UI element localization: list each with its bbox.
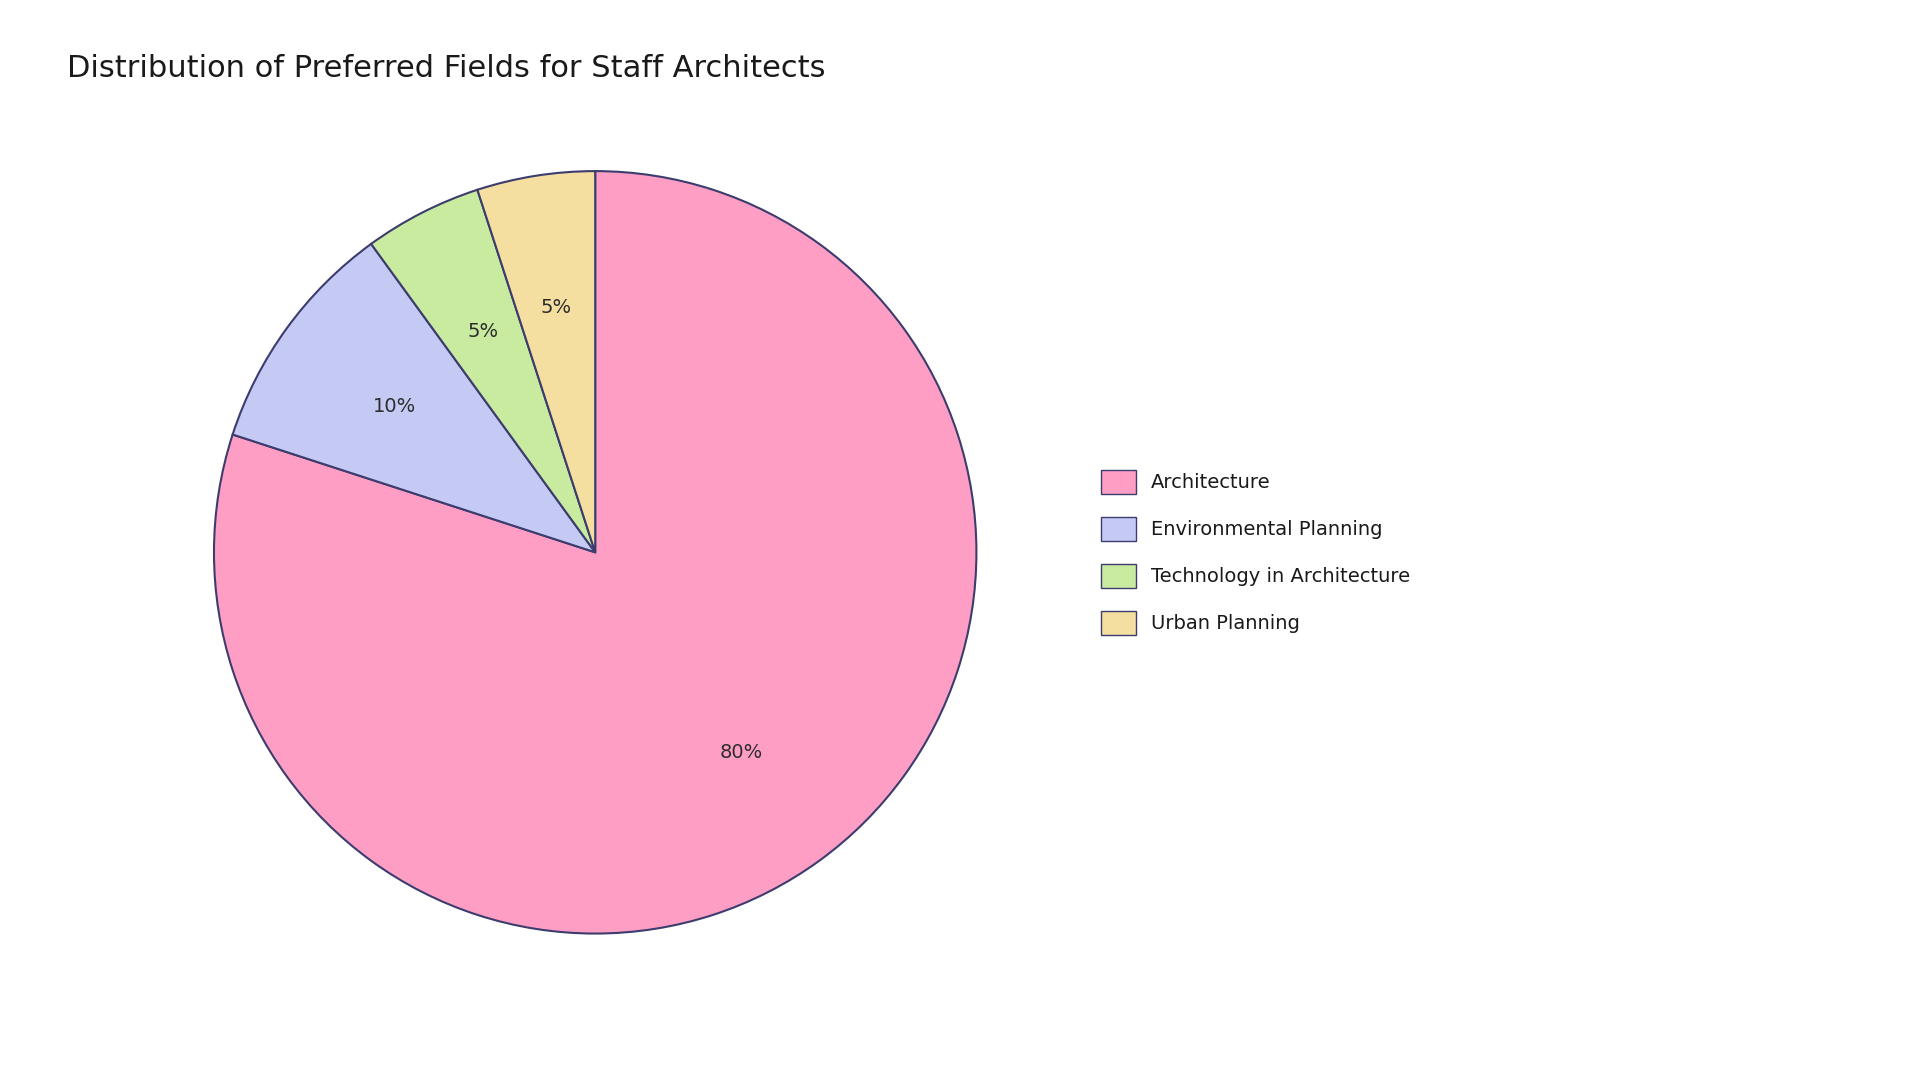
- Legend: Architecture, Environmental Planning, Technology in Architecture, Urban Planning: Architecture, Environmental Planning, Te…: [1100, 470, 1409, 635]
- Wedge shape: [213, 171, 977, 934]
- Text: Distribution of Preferred Fields for Staff Architects: Distribution of Preferred Fields for Sta…: [67, 54, 826, 83]
- Wedge shape: [478, 171, 595, 552]
- Wedge shape: [232, 244, 595, 552]
- Text: 80%: 80%: [720, 743, 762, 762]
- Text: 5%: 5%: [467, 322, 499, 341]
- Wedge shape: [371, 190, 595, 552]
- Text: 5%: 5%: [541, 298, 572, 317]
- Text: 10%: 10%: [372, 397, 417, 416]
